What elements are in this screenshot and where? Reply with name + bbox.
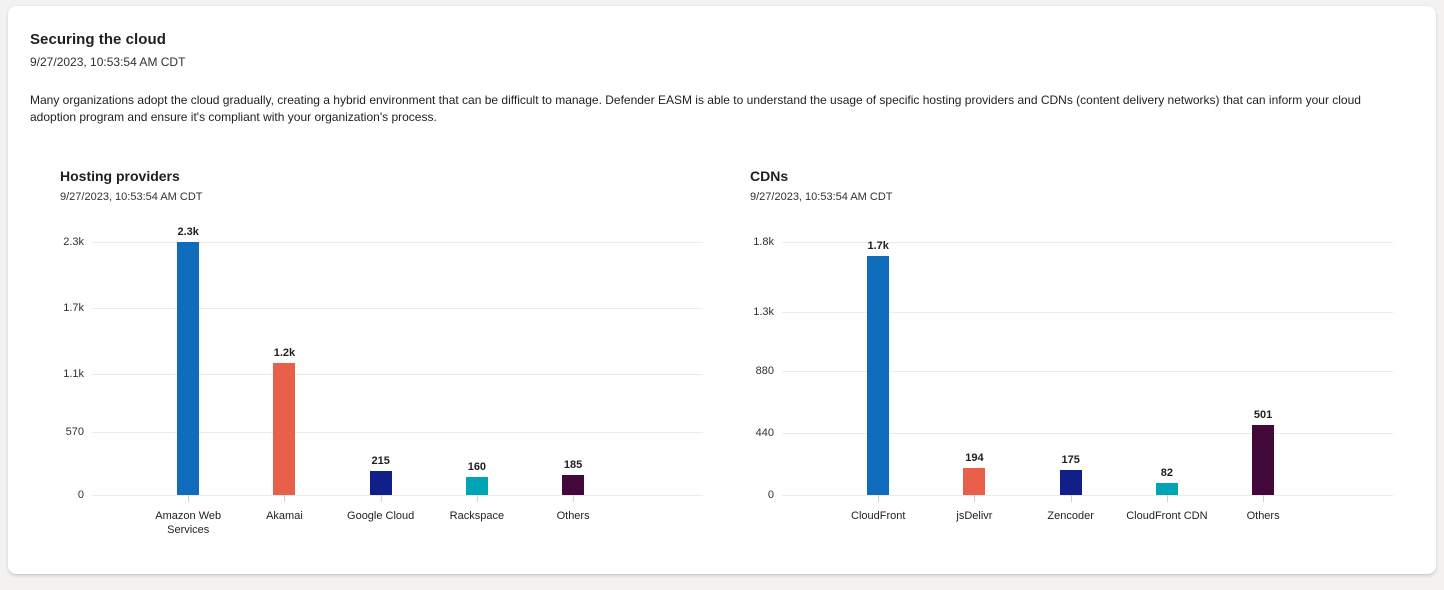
chart-subtitle: 9/27/2023, 10:53:54 AM CDT	[750, 191, 893, 203]
x-axis-category-label: Zencoder	[1047, 510, 1094, 522]
chart-bar[interactable]: 194	[963, 452, 986, 495]
chart-gridline: 1.7k	[63, 302, 703, 314]
y-axis-tick-label: 440	[755, 427, 774, 440]
chart-subtitle: 9/27/2023, 10:53:54 AM CDT	[60, 191, 203, 203]
bar-value-label: 2.3k	[177, 226, 199, 238]
charts-row: Hosting providers 9/27/2023, 10:53:54 AM…	[8, 156, 1436, 556]
bar-value-label: 501	[1253, 408, 1273, 421]
bar-value-label: 185	[563, 458, 583, 471]
x-axis-tick	[573, 495, 575, 502]
y-axis-tick-label: 0	[767, 489, 774, 501]
chart-title: CDNs	[750, 168, 789, 184]
y-axis-tick-label: 2.3k	[63, 236, 84, 248]
chart-bar[interactable]: 1.7k	[867, 240, 890, 495]
bar-value-label: 175	[1061, 454, 1080, 467]
y-axis-tick-label: 0	[77, 489, 84, 501]
chart-panel-hosting-providers: Hosting providers 9/27/2023, 10:53:54 AM…	[53, 156, 753, 556]
y-axis-tick-label: 1.7k	[63, 302, 84, 314]
x-axis-tick	[974, 495, 976, 502]
chart-bar[interactable]: 160	[465, 461, 488, 495]
x-axis-tick	[188, 495, 190, 502]
bar-value-label: 194	[965, 451, 984, 464]
x-axis-tick	[1263, 495, 1265, 502]
chart-plot-area: 0 440 880 1.3k 1.8k 1.7k CloudFront 194 jsDelivr…	[753, 236, 1393, 522]
x-axis-category-label: Others	[556, 510, 590, 522]
x-axis-tick	[1166, 495, 1168, 502]
chart-gridline: 2.3k	[63, 236, 703, 248]
x-axis-tick	[284, 495, 286, 502]
bar-value-label: 160	[467, 461, 487, 474]
x-axis-category-label: Akamai	[266, 510, 303, 522]
chart-bar[interactable]: 2.3k	[177, 226, 200, 495]
chart-gridline: 440	[756, 427, 1393, 439]
report-timestamp: 9/27/2023, 10:53:54 AM CDT	[30, 55, 186, 69]
chart-bar[interactable]: 185	[562, 459, 585, 495]
report-header: Securing the cloud 9/27/2023, 10:53:54 A…	[30, 30, 1400, 70]
report-card: Securing the cloud 9/27/2023, 10:53:54 A…	[8, 6, 1436, 574]
x-axis-tick	[380, 495, 382, 502]
x-axis-category-label: CloudFront CDN	[1126, 510, 1208, 522]
chart-bar[interactable]: 215	[369, 455, 392, 495]
chart-gridline: 1.8k	[753, 236, 1393, 248]
chart-bar[interactable]: 82	[1155, 467, 1178, 495]
chart-gridline: 0	[768, 489, 1393, 501]
chart-gridline: 880	[756, 365, 1393, 377]
x-axis-category-label: jsDelivr	[956, 510, 993, 522]
x-axis-category-label: Amazon Web Services	[155, 510, 222, 536]
chart-plot-area: 0 570 1.1k 1.7k 2.3k 2.3k Amazon Web Services 1…	[63, 226, 703, 536]
chart-gridline: 1.3k	[753, 306, 1393, 318]
report-description: Many organizations adopt the cloud gradu…	[30, 93, 1361, 124]
y-axis-tick-label: 570	[65, 426, 84, 439]
chart-gridline: 0	[78, 489, 703, 501]
bar-value-label: 1.7k	[867, 240, 889, 253]
chart-bar[interactable]: 1.2k	[273, 347, 296, 495]
chart-gridline: 1.1k	[63, 368, 703, 380]
chart-title: Hosting providers	[60, 168, 180, 184]
x-axis-category-label: Others	[1246, 510, 1280, 522]
y-axis-tick-label: 1.1k	[63, 368, 84, 380]
y-axis-tick-label: 1.3k	[753, 306, 774, 319]
x-axis-category-label: CloudFront	[851, 510, 906, 522]
page-title: Securing the cloud	[30, 31, 166, 48]
chart-gridline: 570	[66, 426, 703, 438]
x-axis-category-label: Google Cloud	[347, 510, 415, 522]
x-axis-tick	[476, 495, 478, 502]
bar-value-label: 1.2k	[273, 347, 296, 359]
x-axis-tick	[1070, 495, 1072, 502]
y-axis-tick-label: 1.8k	[753, 236, 774, 248]
y-axis-tick-label: 880	[755, 365, 774, 378]
bar-value-label: 215	[371, 455, 390, 468]
chart-bar[interactable]: 175	[1059, 454, 1082, 495]
x-axis-category-label: Rackspace	[449, 510, 505, 522]
chart-bar[interactable]: 501	[1252, 409, 1275, 495]
chart-panel-cdns: CDNs 9/27/2023, 10:53:54 AM CDT 0 440 880 1…	[743, 156, 1436, 556]
x-axis-tick	[878, 495, 880, 502]
bar-value-label: 82	[1160, 467, 1173, 480]
